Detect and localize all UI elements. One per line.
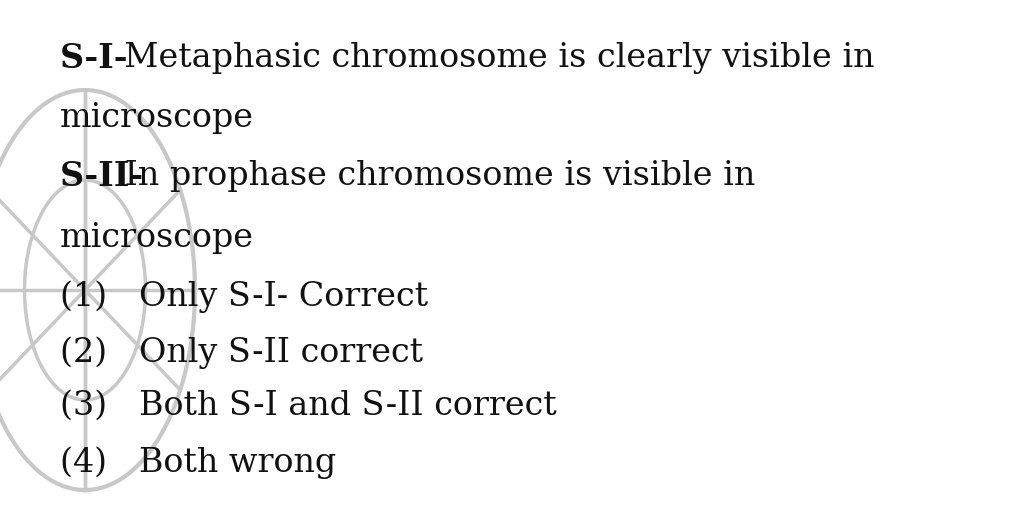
Text: In prophase chromosome is visible in: In prophase chromosome is visible in (114, 160, 756, 192)
Text: (4)   Both wrong: (4) Both wrong (60, 446, 336, 479)
Text: (3)   Both S-I and S-II correct: (3) Both S-I and S-II correct (60, 390, 557, 422)
Text: Metaphasic chromosome is clearly visible in: Metaphasic chromosome is clearly visible… (103, 42, 874, 74)
Text: microscope: microscope (60, 222, 254, 254)
Text: (1)   Only S-I- Correct: (1) Only S-I- Correct (60, 280, 428, 313)
Text: S-II-: S-II- (60, 160, 144, 193)
Text: (2)   Only S-II correct: (2) Only S-II correct (60, 336, 423, 369)
Text: microscope: microscope (60, 102, 254, 134)
Text: S-I-: S-I- (60, 42, 128, 75)
